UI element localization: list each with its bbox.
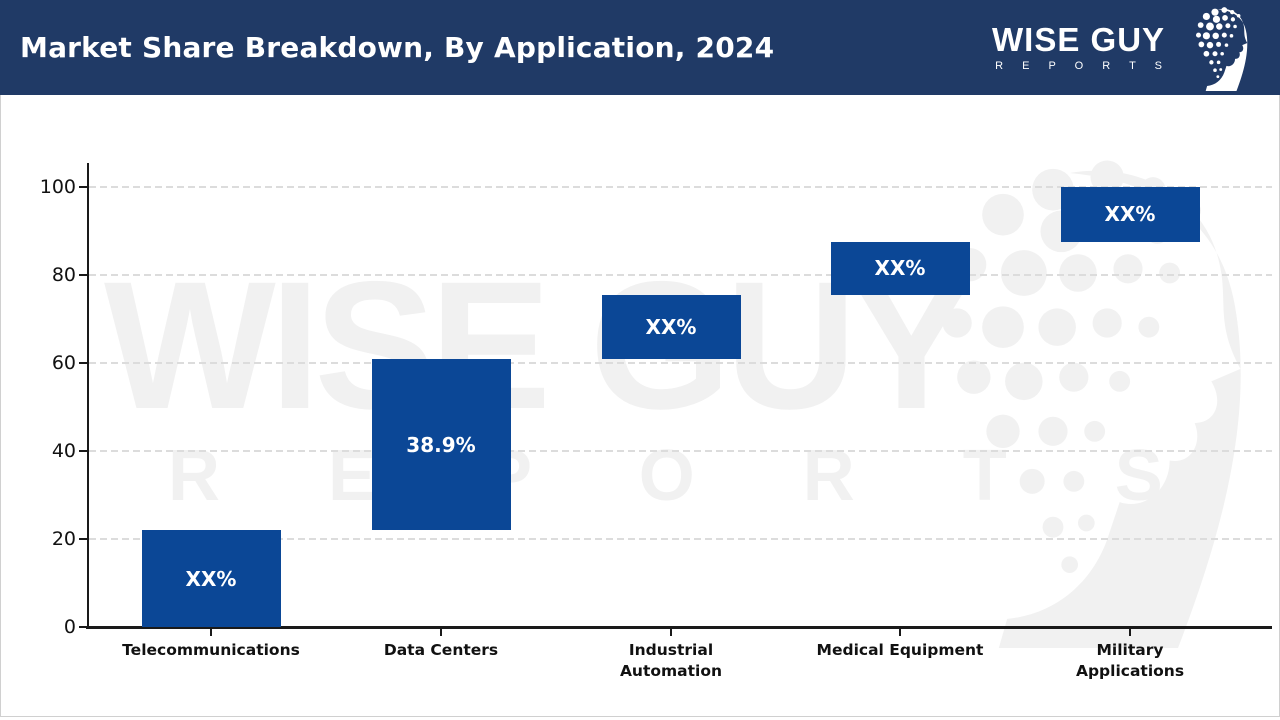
wise-guy-head-icon	[1176, 5, 1254, 91]
y-tick-100	[79, 186, 87, 188]
y-tick-label-80: 80	[51, 264, 76, 286]
wise-guy-logo: WISE GUY R E P O R T S	[987, 5, 1254, 91]
bar-telecommunications: XX%	[141, 530, 281, 627]
logo-text: WISE GUY R E P O R T S	[987, 23, 1170, 72]
bar-value-label-medical-equipment: XX%	[874, 256, 926, 281]
y-tick-40	[79, 450, 87, 452]
x-tick-data-centers	[440, 629, 442, 636]
category-label-line-military-applications-0: Military	[1096, 641, 1164, 659]
x-axis-spine	[86, 626, 1272, 629]
y-tick-label-0: 0	[63, 616, 76, 638]
gridline-100	[89, 186, 1272, 188]
category-label-line-medical-equipment-0: Medical Equipment	[816, 641, 984, 659]
y-tick-label-100: 100	[39, 176, 76, 198]
bar-data-centers: 38.9%	[371, 359, 511, 531]
bar-medical-equipment: XX%	[830, 241, 970, 295]
y-tick-label-40: 40	[51, 440, 76, 462]
category-label-line-telecommunications-0: Telecommunications	[122, 641, 300, 659]
category-label-line-data-centers-0: Data Centers	[383, 641, 499, 659]
bar-value-label-data-centers: 38.9%	[406, 432, 476, 457]
bar-military-applications: XX%	[1060, 187, 1200, 242]
bar-value-label-industrial-automation: XX%	[645, 314, 697, 339]
bar-value-label-military-applications: XX%	[1104, 202, 1156, 227]
category-label-data-centers: Data Centers	[326, 640, 556, 661]
gridline-20	[89, 538, 1272, 540]
y-tick-20	[79, 538, 87, 540]
x-tick-industrial-automation	[670, 629, 672, 636]
bar-industrial-automation: XX%	[601, 294, 741, 360]
page-title: Market Share Breakdown, By Application, …	[20, 31, 775, 64]
gridline-60	[89, 362, 1272, 364]
bar-value-label-telecommunications: XX%	[185, 566, 237, 591]
y-tick-label-60: 60	[51, 352, 76, 374]
x-tick-medical-equipment	[899, 629, 901, 636]
gridline-80	[89, 274, 1272, 276]
header: Market Share Breakdown, By Application, …	[0, 0, 1280, 95]
y-tick-0	[79, 626, 87, 628]
y-tick-label-20: 20	[51, 528, 76, 550]
category-label-line-industrial-automation-0: Industrial	[628, 641, 714, 659]
y-tick-80	[79, 274, 87, 276]
category-label-military-applications: Military Applications	[1015, 640, 1245, 682]
category-label-medical-equipment: Medical Equipment	[785, 640, 1015, 661]
x-tick-military-applications	[1129, 629, 1131, 636]
logo-primary-text: WISE GUY	[992, 21, 1166, 58]
category-label-industrial-automation: Industrial Automation	[556, 640, 786, 682]
category-label-telecommunications: Telecommunications	[96, 640, 326, 661]
category-label-line-industrial-automation-1: Automation	[619, 662, 723, 680]
y-axis-spine	[87, 163, 89, 629]
logo-secondary-text: R E P O R T S	[995, 60, 1170, 72]
x-tick-telecommunications	[210, 629, 212, 636]
gridline-40	[89, 450, 1272, 452]
category-label-line-military-applications-1: Applications	[1075, 662, 1185, 680]
y-tick-60	[79, 362, 87, 364]
